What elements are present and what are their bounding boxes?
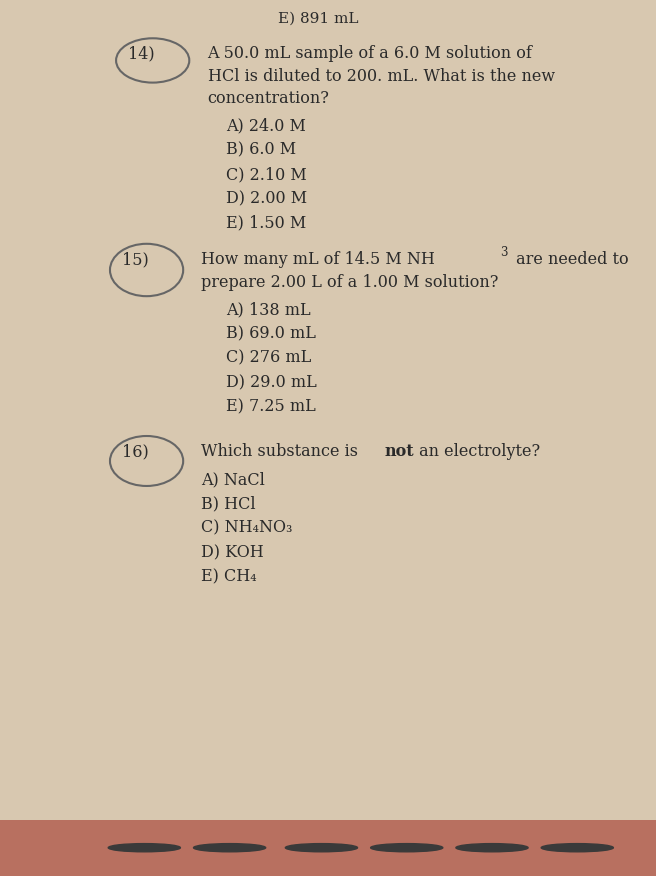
Text: A 50.0 mL sample of a 6.0 M solution of: A 50.0 mL sample of a 6.0 M solution of (207, 46, 533, 62)
Text: A) 138 mL: A) 138 mL (226, 301, 310, 318)
Text: C) 276 mL: C) 276 mL (226, 350, 311, 367)
Text: C) NH₄NO₃: C) NH₄NO₃ (201, 519, 293, 537)
Text: D) 2.00 M: D) 2.00 M (226, 190, 307, 208)
Text: E) 891 mL: E) 891 mL (277, 12, 358, 26)
Circle shape (371, 844, 443, 851)
Text: B) 69.0 mL: B) 69.0 mL (226, 326, 316, 343)
Text: C) 2.10 M: C) 2.10 M (226, 166, 306, 183)
Text: 14): 14) (129, 46, 155, 62)
Text: 15): 15) (122, 251, 149, 268)
Circle shape (194, 844, 266, 851)
Text: D) KOH: D) KOH (201, 544, 264, 561)
Text: How many mL of 14.5 M NH: How many mL of 14.5 M NH (201, 251, 436, 268)
Text: A) NaCl: A) NaCl (201, 471, 266, 489)
FancyBboxPatch shape (0, 820, 656, 876)
Text: B) HCl: B) HCl (201, 496, 256, 512)
Text: E) 1.50 M: E) 1.50 M (226, 215, 306, 231)
Text: are needed to: are needed to (511, 251, 628, 268)
Circle shape (541, 844, 613, 851)
Circle shape (108, 844, 180, 851)
Text: Which substance is: Which substance is (201, 443, 363, 460)
Circle shape (456, 844, 528, 851)
Text: HCl is diluted to 200. mL. What is the new: HCl is diluted to 200. mL. What is the n… (207, 67, 555, 85)
Text: 3: 3 (501, 246, 508, 258)
Text: E) CH₄: E) CH₄ (201, 569, 257, 585)
Text: D) 29.0 mL: D) 29.0 mL (226, 374, 317, 391)
Text: not: not (384, 443, 414, 460)
Text: B) 6.0 M: B) 6.0 M (226, 142, 296, 159)
Text: prepare 2.00 L of a 1.00 M solution?: prepare 2.00 L of a 1.00 M solution? (201, 274, 499, 291)
Text: A) 24.0 M: A) 24.0 M (226, 117, 306, 135)
Circle shape (285, 844, 358, 851)
Text: concentration?: concentration? (207, 90, 329, 107)
Text: E) 7.25 mL: E) 7.25 mL (226, 398, 316, 415)
Text: 16): 16) (122, 443, 149, 460)
Text: an electrolyte?: an electrolyte? (415, 443, 541, 460)
